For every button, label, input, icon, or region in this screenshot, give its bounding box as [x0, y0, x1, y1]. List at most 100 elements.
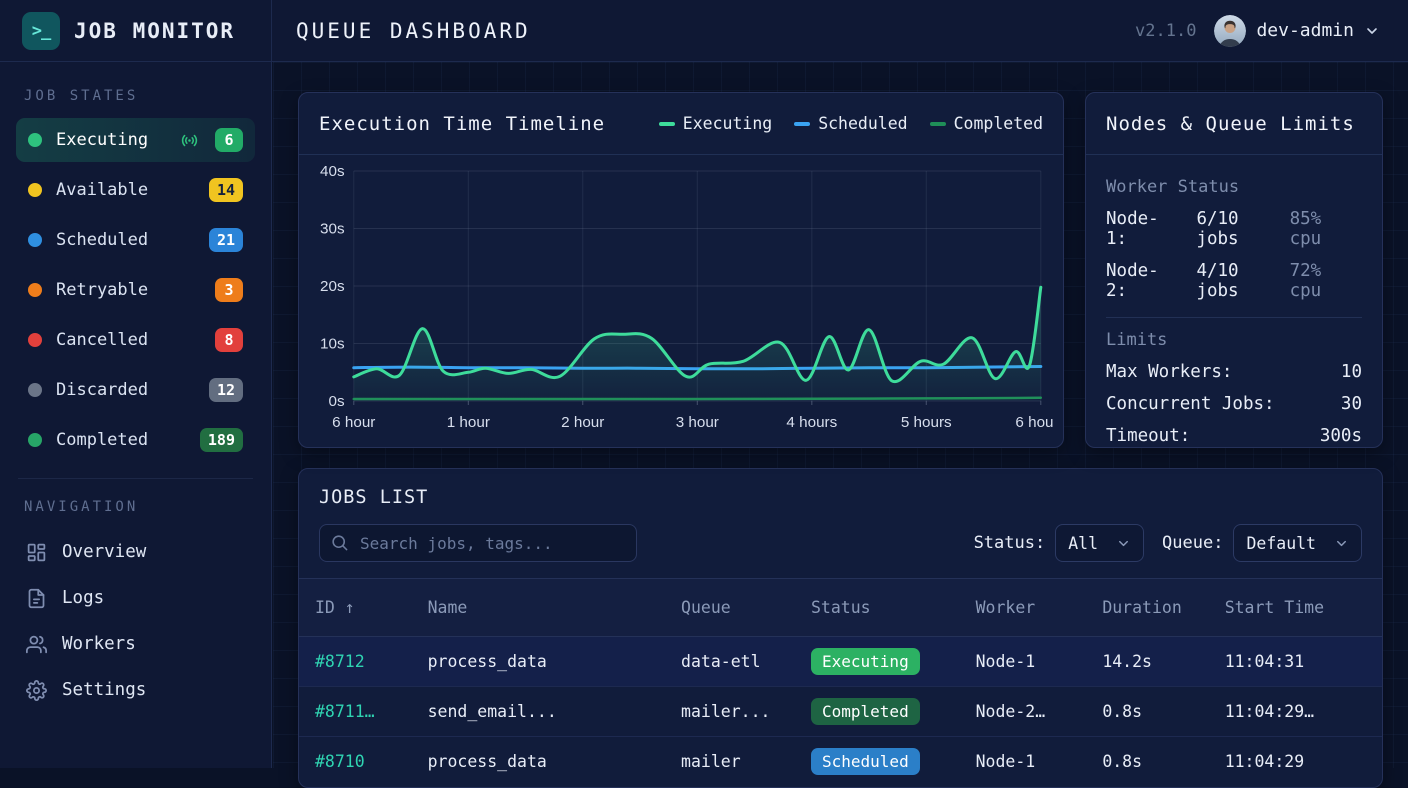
nav-label: Settings — [62, 680, 146, 700]
search-input[interactable] — [319, 524, 637, 562]
job-worker-cell: Node-2… — [960, 687, 1087, 737]
nodes-divider — [1106, 317, 1362, 318]
jobs-list-card: JOBS LIST Status: All — [298, 468, 1383, 788]
node-cpu: 72% cpu — [1290, 261, 1362, 301]
nav-label: Overview — [62, 542, 146, 562]
state-count-badge: 12 — [209, 378, 243, 402]
status-dot — [28, 333, 42, 347]
node-cpu: 85% cpu — [1290, 209, 1362, 249]
status-dot — [28, 233, 42, 247]
column-header-queue[interactable]: Queue — [665, 579, 795, 637]
legend-item-scheduled[interactable]: Scheduled — [794, 114, 907, 133]
sidebar-item-overview[interactable]: Overview — [16, 529, 255, 575]
limit-row: Max Workers:10 — [1106, 362, 1362, 382]
svg-text:30s: 30s — [320, 221, 345, 238]
job-status-cell: Completed — [795, 687, 960, 737]
workers-icon — [26, 634, 47, 655]
sidebar-divider — [18, 478, 253, 479]
page-title: QUEUE DASHBOARD — [296, 19, 531, 43]
job-id-cell: #8712 — [299, 637, 412, 687]
navigation-list: Overview Logs Workers Settings — [16, 529, 255, 713]
job-queue-cell: data-etl — [665, 637, 795, 687]
svg-text:40s: 40s — [320, 163, 345, 180]
jobs-list-title: JOBS LIST — [319, 487, 1362, 508]
status-select[interactable]: All — [1055, 524, 1144, 562]
svg-text:5 hours: 5 hours — [901, 414, 952, 431]
svg-text:10s: 10s — [320, 336, 345, 353]
job-start-cell: 11:04:29… — [1209, 687, 1382, 737]
status-dot — [28, 183, 42, 197]
sidebar-item-workers[interactable]: Workers — [16, 621, 255, 667]
status-dot — [28, 283, 42, 297]
status-dot — [28, 383, 42, 397]
sidebar-state-available[interactable]: Available 14 — [16, 168, 255, 212]
state-count-badge: 189 — [200, 428, 243, 452]
job-status-cell: Scheduled — [795, 737, 960, 787]
state-label: Scheduled — [56, 230, 195, 250]
state-count-badge: 14 — [209, 178, 243, 202]
jobs-search — [319, 524, 637, 562]
chevron-down-icon — [1364, 23, 1380, 39]
status-badge: Completed — [811, 698, 920, 725]
sidebar-item-settings[interactable]: Settings — [16, 667, 255, 713]
svg-text:6 hour: 6 hour — [332, 414, 375, 431]
timeline-card-title: Execution Time Timeline — [319, 113, 605, 135]
nav-label: Logs — [62, 588, 104, 608]
worker-status-label: Worker Status — [1106, 177, 1362, 197]
column-header-name[interactable]: Name — [412, 579, 665, 637]
legend-item-completed[interactable]: Completed — [930, 114, 1043, 133]
main-content: Execution Time Timeline Executing Schedul… — [273, 62, 1408, 768]
state-count-badge: 3 — [215, 278, 243, 302]
column-header-worker[interactable]: Worker — [960, 579, 1087, 637]
brand-name: JOB MONITOR — [74, 19, 235, 43]
nodes-limits-card: Nodes & Queue Limits Worker Status Node-… — [1085, 92, 1383, 448]
state-label: Available — [56, 180, 195, 200]
terminal-icon: >_ — [22, 12, 60, 50]
svg-text:0s: 0s — [329, 393, 346, 410]
column-header-id-[interactable]: ID ↑ — [299, 579, 412, 637]
job-start-cell: 11:04:29 — [1209, 737, 1382, 787]
search-icon — [330, 533, 349, 556]
queue-filter-label: Queue: — [1162, 533, 1223, 553]
job-name-cell: process_data — [412, 637, 665, 687]
chart-legend: Executing Scheduled Completed — [659, 114, 1043, 133]
legend-label: Executing — [683, 114, 772, 133]
user-menu[interactable]: dev-admin — [1214, 15, 1380, 47]
node-jobs: 6/10 jobs — [1196, 209, 1289, 249]
status-badge: Executing — [811, 648, 920, 675]
job-states-section-label: JOB STATES — [24, 88, 247, 104]
job-name-cell: send_email... — [412, 687, 665, 737]
queue-select[interactable]: Default — [1233, 524, 1362, 562]
sidebar-item-logs[interactable]: Logs — [16, 575, 255, 621]
svg-text:20s: 20s — [320, 278, 345, 295]
queue-filter: Queue: Default — [1162, 524, 1362, 562]
job-queue-cell: mailer... — [665, 687, 795, 737]
legend-item-executing[interactable]: Executing — [659, 114, 772, 133]
job-worker-cell: Node-1 — [960, 737, 1087, 787]
column-header-status[interactable]: Status — [795, 579, 960, 637]
column-header-start-time[interactable]: Start Time — [1209, 579, 1382, 637]
app-header: >_ JOB MONITOR QUEUE DASHBOARD v2.1.0 — [0, 0, 1408, 62]
job-start-cell: 11:04:31 — [1209, 637, 1382, 687]
nav-label: Workers — [62, 634, 136, 654]
job-status-cell: Executing — [795, 637, 960, 687]
node-jobs: 4/10 jobs — [1196, 261, 1289, 301]
column-header-duration[interactable]: Duration — [1086, 579, 1208, 637]
status-dot — [28, 133, 42, 147]
